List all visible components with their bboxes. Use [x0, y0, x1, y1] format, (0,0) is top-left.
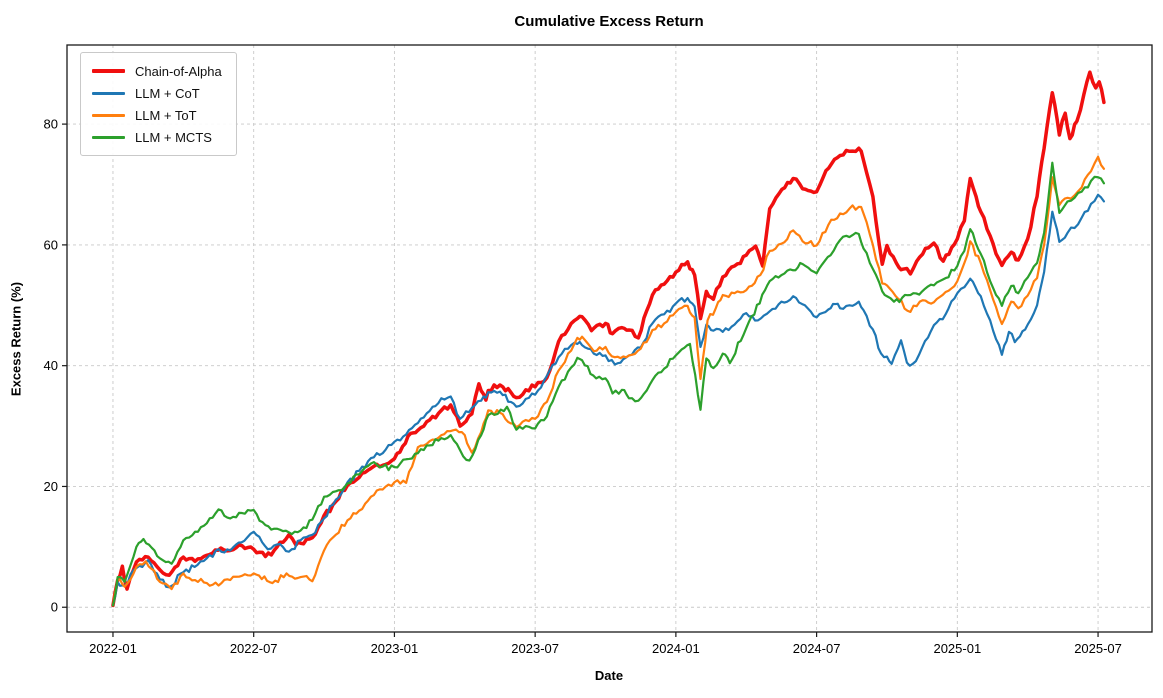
- x-axis-label: Date: [594, 668, 624, 683]
- legend-item: Chain-of-Alpha: [92, 60, 222, 82]
- legend-label: LLM + CoT: [135, 85, 200, 101]
- series-line-llm-mcts: [111, 161, 1106, 607]
- legend-item: LLM + MCTS: [92, 126, 222, 148]
- legend: Chain-of-Alpha LLM + CoT LLM + ToT LLM + MC…: [80, 52, 237, 156]
- legend-label: LLM + ToT: [135, 107, 197, 123]
- x-tick-label: 2023-07: [511, 641, 559, 656]
- legend-line-swatch: [92, 113, 125, 117]
- x-tick-label: 2022-07: [230, 641, 278, 656]
- y-tick-label: 40: [44, 358, 58, 373]
- chart-title: Cumulative Excess Return: [514, 13, 704, 30]
- x-tick-label: 2023-01: [371, 641, 419, 656]
- legend-item: LLM + CoT: [92, 82, 222, 104]
- legend-label: Chain-of-Alpha: [135, 63, 222, 79]
- x-tick-label: 2024-01: [652, 641, 700, 656]
- plot-border: [66, 44, 1153, 633]
- legend-line-swatch: [92, 91, 125, 95]
- series-line-llm-cot: [111, 193, 1106, 607]
- x-tick-label: 2024-07: [793, 641, 841, 656]
- x-tick-label: 2025-01: [933, 641, 981, 656]
- legend-line-swatch: [92, 69, 125, 73]
- x-tick-label: 2022-01: [89, 641, 137, 656]
- legend-item: LLM + ToT: [92, 104, 222, 126]
- y-tick-label: 0: [51, 600, 58, 615]
- legend-label: LLM + MCTS: [135, 129, 212, 145]
- series-group: [111, 70, 1106, 608]
- y-tick-label: 60: [44, 237, 58, 252]
- y-tick-label: 20: [44, 479, 58, 494]
- series-line-chain-of-alpha: [111, 70, 1106, 608]
- y-tick-label: 80: [44, 117, 58, 132]
- y-axis-label: Excess Return (%): [8, 281, 24, 397]
- x-tick-label: 2025-07: [1074, 641, 1122, 656]
- series-line-llm-tot: [111, 155, 1106, 607]
- legend-line-swatch: [92, 135, 125, 139]
